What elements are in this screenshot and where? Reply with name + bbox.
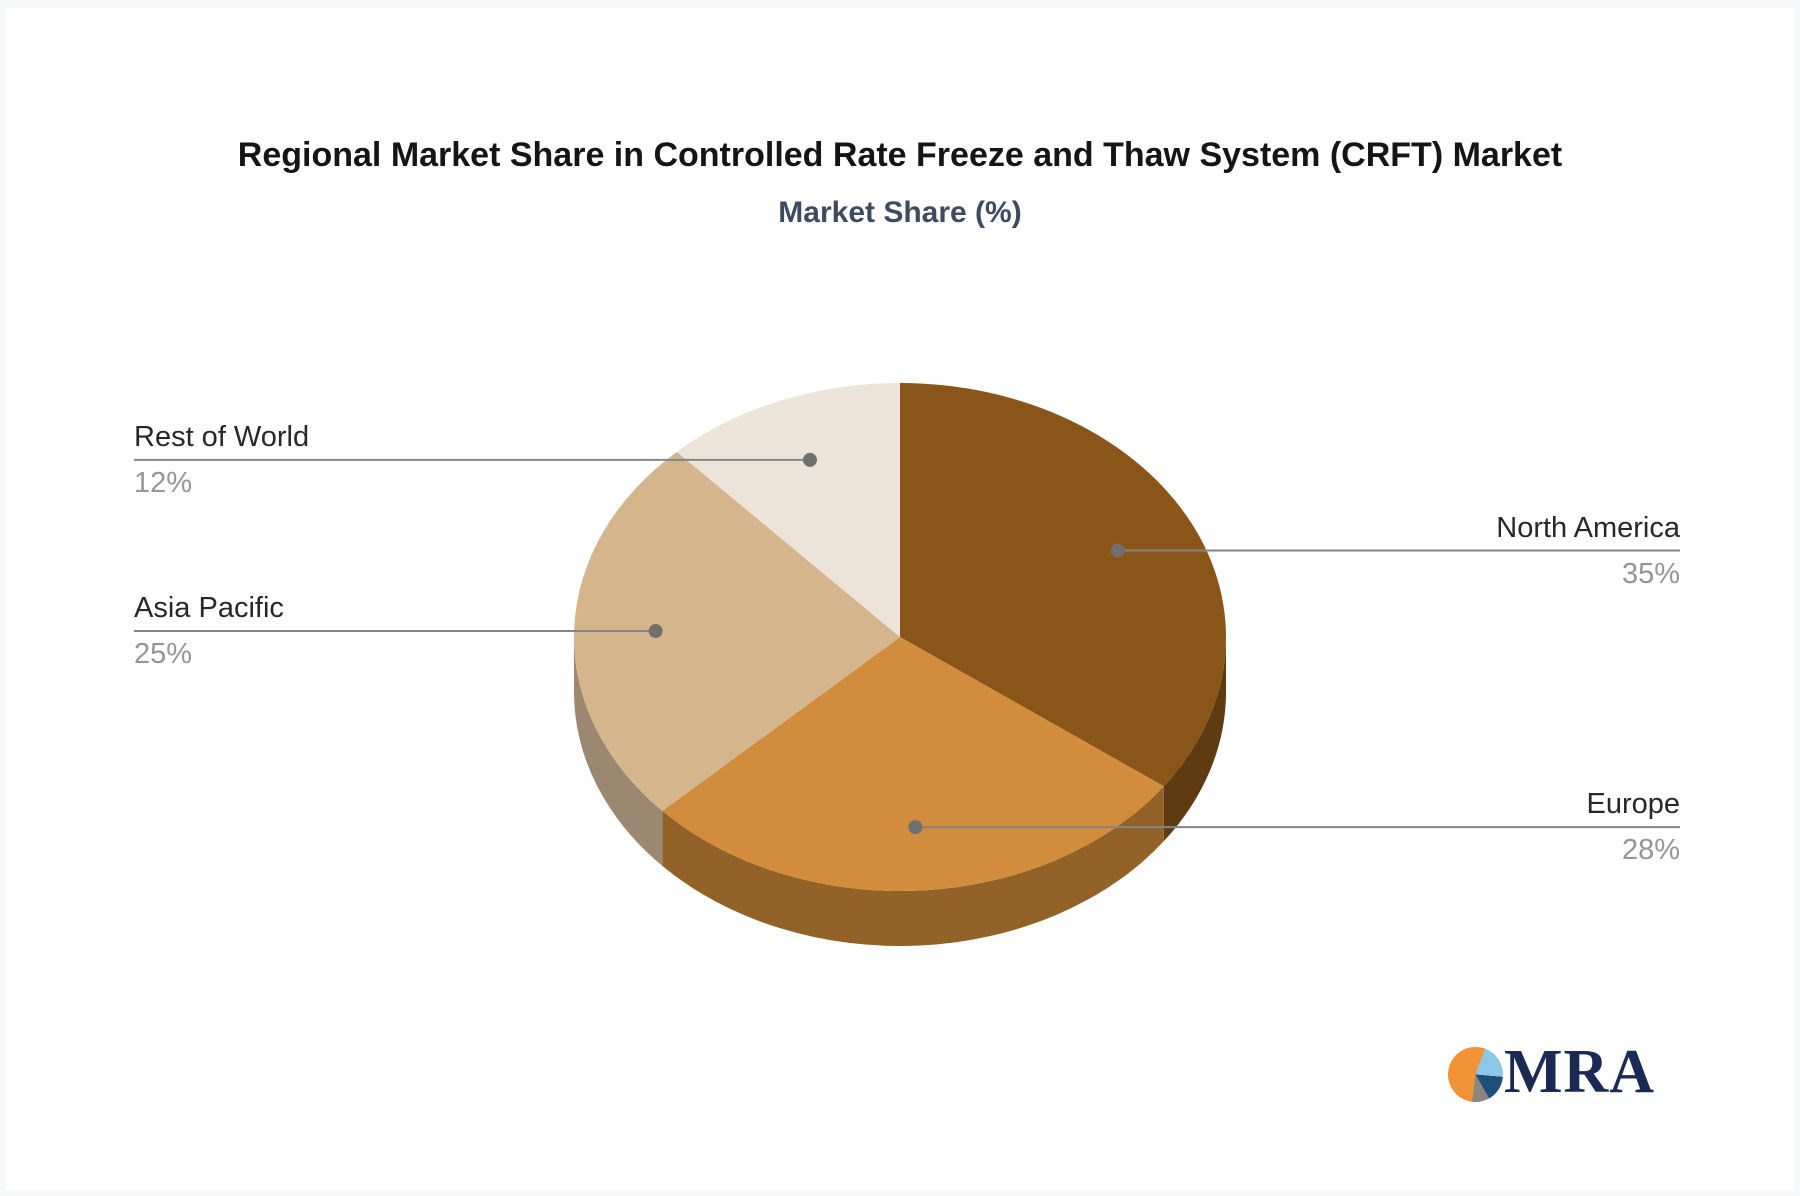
- slice-label-europe: Europe: [1586, 788, 1680, 821]
- slice-label-north-america: North America: [1496, 511, 1680, 544]
- chart-title: Regional Market Share in Controlled Rate…: [237, 136, 1563, 174]
- leader-dot-europe: [908, 820, 923, 835]
- pie-slice-asia-pacific: [574, 451, 900, 811]
- slice-value-asia-pacific: 25%: [134, 638, 193, 671]
- page-background: Regional Market Share in Controlled Rate…: [6, 8, 1794, 1190]
- slice-value-rest-of-world: 12%: [134, 466, 193, 499]
- leader-dot-north-america: [1110, 543, 1125, 558]
- pie-slice-north-america: [900, 383, 1226, 787]
- slice-label-rest-of-world: Rest of World: [134, 420, 310, 453]
- chart-subtitle: Market Share (%): [778, 196, 1022, 229]
- slice-value-north-america: 35%: [1621, 557, 1680, 590]
- pie-slice-side-north-america: [1163, 637, 1226, 842]
- brand-logo: MRA: [1448, 1040, 1655, 1104]
- pie-slice-side-asia-pacific: [574, 637, 663, 866]
- pie-slice-rest-of-world: [676, 383, 900, 637]
- slice-label-asia-pacific: Asia Pacific: [134, 592, 284, 625]
- leader-dot-rest-of-world: [802, 452, 817, 467]
- leader-dot-asia-pacific: [648, 624, 663, 639]
- logo-text: MRA: [1504, 1038, 1656, 1106]
- pie-slice-side-europe: [662, 786, 1164, 947]
- slice-value-europe: 28%: [1621, 834, 1680, 867]
- logo-pie-icon: [1448, 1046, 1503, 1102]
